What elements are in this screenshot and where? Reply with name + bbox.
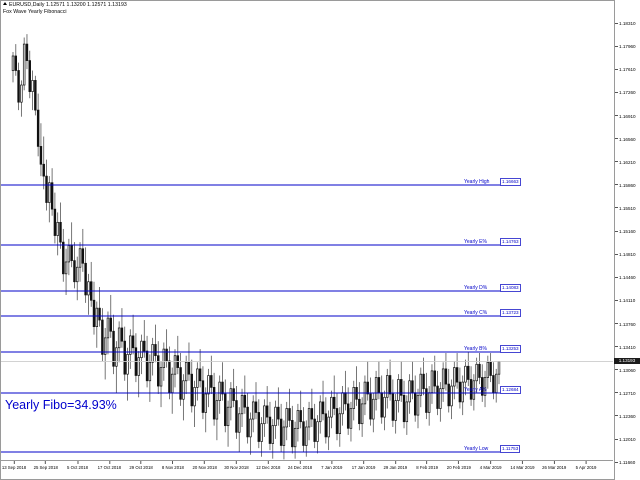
symbol-header-text: EURUSD,Daily 1.12571 1.13200 1.12571 1.1…	[9, 2, 127, 8]
date-tick-label: 24 Dec 2018	[288, 461, 312, 470]
fib-level-name: Yearly A%	[464, 386, 487, 393]
date-tick-label: 20 Feb 2019	[447, 461, 471, 470]
price-tick-label: 1.13760	[615, 322, 640, 327]
fib-level-name: Yearly C%	[464, 309, 488, 316]
date-tick-label: 30 Nov 2018	[224, 461, 249, 470]
date-tick-label: 14 Mar 2019	[510, 461, 535, 470]
price-tick-label: 1.13060	[615, 368, 640, 373]
fib-level-price-box: 1.16663	[500, 178, 521, 186]
date-tick-label: 29 Oct 2018	[129, 461, 153, 470]
fib-level-price-box: 1.12684	[500, 386, 521, 394]
date-tick-label: 4 Mar 2019	[480, 461, 502, 470]
fib-level-price-box: 1.11753	[500, 445, 521, 453]
date-tick-label: 12 Dec 2018	[256, 461, 280, 470]
price-tick-label: 1.13410	[615, 345, 640, 350]
fib-level-name: Yearly E%	[464, 238, 487, 245]
fib-level-name: Yearly Low	[464, 445, 489, 452]
price-series	[1, 34, 613, 460]
current-price-tag: 1.13193	[614, 358, 640, 365]
date-tick-label: 17 Jan 2019	[352, 461, 375, 470]
price-tick-label: 1.12360	[615, 414, 640, 419]
date-tick-label: 29 Jan 2019	[384, 461, 407, 470]
date-tick-label: 26 Mar 2019	[542, 461, 566, 470]
date-tick-label: 8 Feb 2019	[416, 461, 438, 470]
price-tick-label: 1.15860	[615, 183, 640, 188]
fibo-percent-annotation: Yearly Fibo=34.93%	[5, 398, 117, 412]
price-tick-label: 1.18310	[615, 21, 640, 26]
date-tick-label: 5 Apr 2019	[576, 461, 596, 470]
price-tick-label: 1.17610	[615, 67, 640, 72]
price-tick-label: 1.15510	[615, 206, 640, 211]
price-tick-label: 1.15160	[615, 229, 640, 234]
price-tick-label: 1.14110	[615, 298, 640, 303]
price-tick-label: 1.16560	[615, 137, 640, 142]
price-tick-label: 1.12010	[615, 437, 640, 442]
fib-level-price-box: 1.13723	[500, 309, 521, 317]
price-tick-label: 1.16910	[615, 114, 640, 119]
price-scale-axis[interactable]: 1.18310 1.17960 1.17610 1.17260 1.16910 1.165…	[614, 0, 640, 480]
price-tick-label: 1.14460	[615, 275, 640, 280]
date-tick-label: 8 Nov 2018	[162, 461, 184, 470]
price-tick-label: 1.14810	[615, 252, 640, 257]
price-tick-label: 1.12710	[615, 391, 640, 396]
price-tick-label: 1.16210	[615, 160, 640, 165]
date-tick-label: 5 Oct 2018	[67, 461, 88, 470]
price-tick-label: 1.11660	[615, 460, 640, 465]
fib-level-price-box: 1.14763	[500, 238, 521, 246]
indicator-header: Fox Wave Yearly Fibonacci	[3, 9, 67, 15]
date-tick-label: 17 Oct 2018	[98, 461, 121, 470]
period-separator-icon	[3, 2, 7, 5]
price-tick-label: 1.17260	[615, 90, 640, 95]
date-tick-label: 20 Nov 2018	[192, 461, 217, 470]
date-tick-label: 13 Sep 2018	[2, 461, 26, 470]
fib-level-name: Yearly B%	[464, 345, 487, 352]
price-tick-label: 1.17960	[615, 44, 640, 49]
date-tick-label: 25 Sep 2018	[34, 461, 58, 470]
fib-level-price-box: 1.14083	[500, 284, 521, 292]
candle-series	[11, 34, 501, 460]
fib-level-lines	[1, 184, 501, 453]
fib-level-name: Yearly High	[464, 178, 490, 185]
date-tick-label: 7 Jan 2019	[321, 461, 342, 470]
chart-plot-area[interactable]	[1, 19, 613, 460]
symbol-header: EURUSD,Daily 1.12571 1.13200 1.12571 1.1…	[3, 2, 127, 8]
time-scale-axis[interactable]: 13 Sep 2018 25 Sep 2018 5 Oct 2018 17 Oct 2…	[1, 460, 613, 479]
fib-level-name: Yearly D%	[464, 284, 488, 291]
fib-level-price-box: 1.13253	[500, 345, 521, 353]
